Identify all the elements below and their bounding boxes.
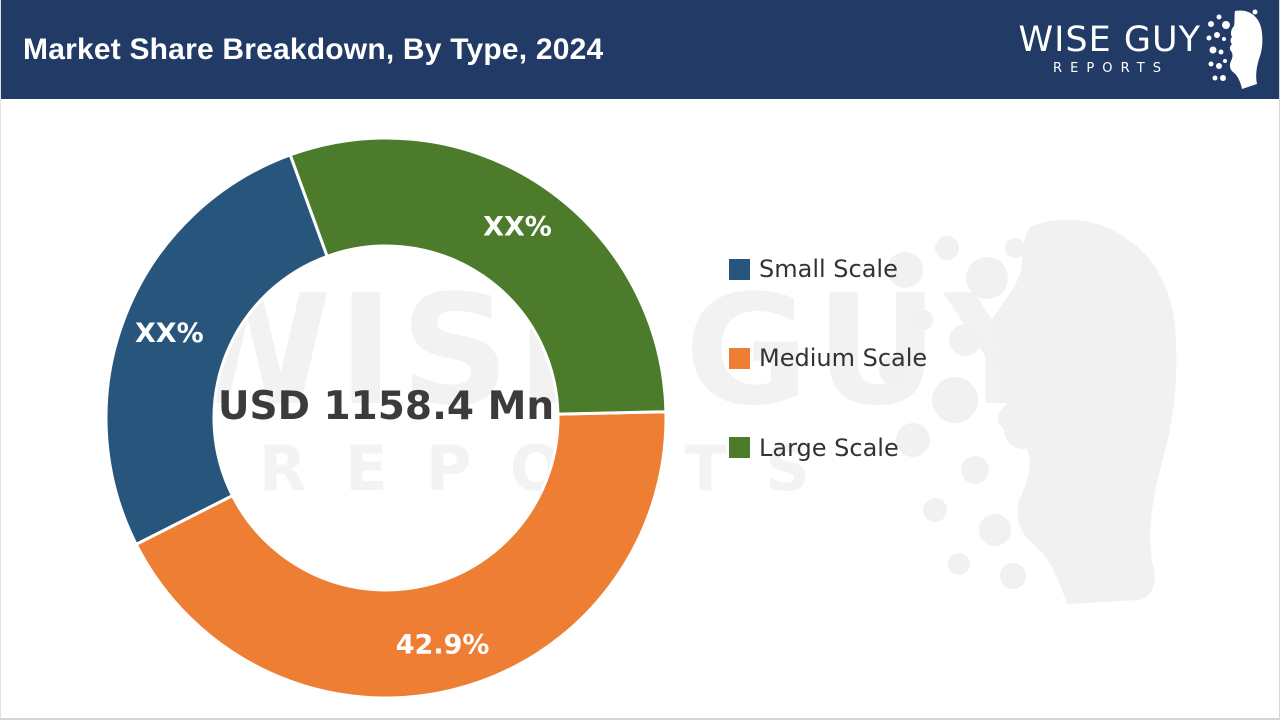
pie-segment-large-scale (288, 136, 668, 416)
pie-segment-medium-scale (134, 410, 668, 700)
legend-item-medium-scale: Medium Scale (729, 344, 928, 373)
watermark-reports: REPORTS (259, 432, 848, 505)
wise-guy-logo: WISE GUY REPORTS (1018, 8, 1265, 90)
legend-label-small-scale: Small Scale (759, 255, 898, 283)
logo-text: WISE GUY REPORTS (1018, 19, 1201, 77)
legend-item-small-scale: Small Scale (729, 256, 927, 282)
logo-face-icon (1206, 9, 1263, 90)
pie-label-large-scale: XX% (483, 211, 552, 242)
logo-wordmark: WISE GUY (1018, 19, 1201, 60)
legend-label-large-scale: Large Scale (759, 433, 899, 462)
logo-subtitle: REPORTS (1053, 61, 1170, 77)
pie-label-small-scale: XX% (135, 318, 204, 349)
watermark-face-icon (879, 219, 1177, 604)
page-title: Market Share Breakdown, By Type, 2024 (23, 32, 604, 66)
legend-swatch-small-scale (729, 258, 750, 280)
legend-label-medium-scale: Medium Scale (759, 344, 928, 373)
pie-segment-small-scale (104, 152, 330, 547)
legend-item-large-scale: Large Scale (729, 433, 927, 462)
legend: Small Scale Medium Scale Large Scale (729, 256, 927, 461)
pie-label-medium-scale: 42.9% (396, 630, 490, 661)
legend-swatch-medium-scale (729, 348, 750, 370)
donut-center-label: USD 1158.4 Mn (217, 384, 555, 429)
header-bar: Market Share Breakdown, By Type, 2024 WI… (1, 0, 1279, 99)
legend-swatch-large-scale (729, 437, 750, 459)
